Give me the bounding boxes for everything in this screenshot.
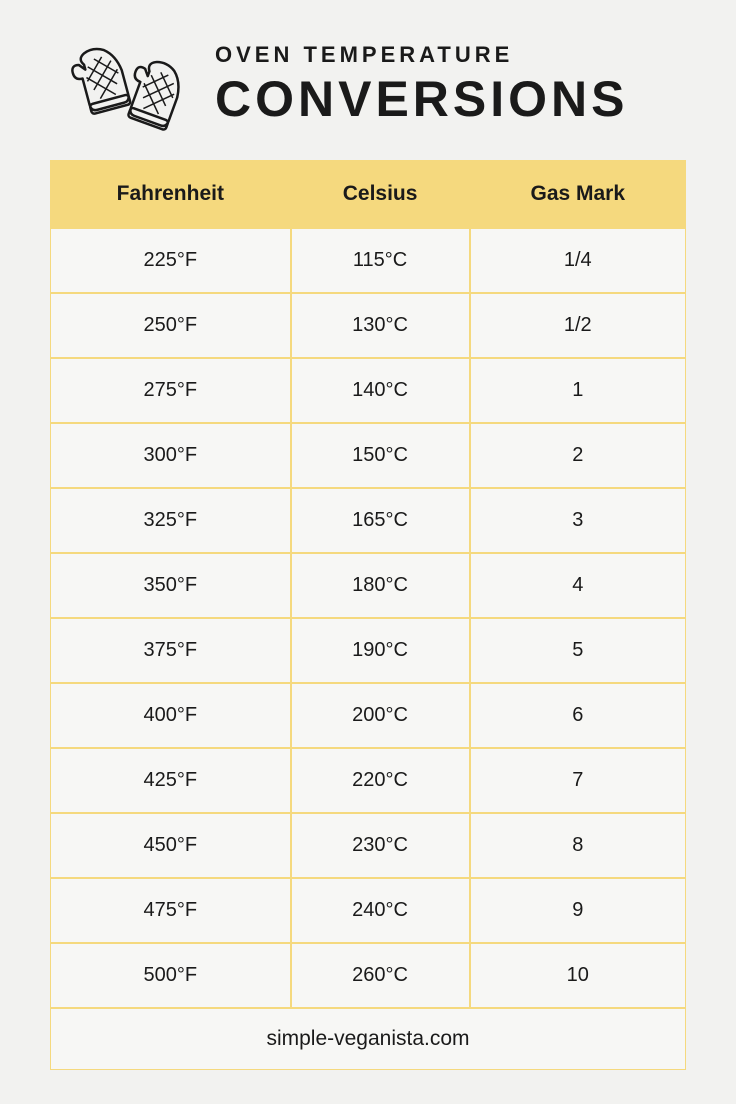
table-cell: 180°C	[291, 553, 470, 618]
table-cell: 7	[470, 748, 686, 813]
table-cell: 150°C	[291, 423, 470, 488]
oven-mitts-icon	[60, 35, 190, 135]
table-row: 450°F230°C8	[50, 813, 686, 878]
table-cell: 475°F	[50, 878, 291, 943]
table-row: 375°F190°C5	[50, 618, 686, 683]
table-cell: 3	[470, 488, 686, 553]
table-cell: 250°F	[50, 293, 291, 358]
table-cell: 275°F	[50, 358, 291, 423]
subtitle: OVEN TEMPERATURE	[215, 42, 686, 68]
header: OVEN TEMPERATURE CONVERSIONS	[0, 0, 736, 160]
table-cell: 450°F	[50, 813, 291, 878]
table-row: 500°F260°C10	[50, 943, 686, 1008]
table-cell: 1/4	[470, 228, 686, 293]
table-cell: 240°C	[291, 878, 470, 943]
table-cell: 425°F	[50, 748, 291, 813]
table-row: 300°F150°C2	[50, 423, 686, 488]
table-cell: 190°C	[291, 618, 470, 683]
table-cell: 350°F	[50, 553, 291, 618]
table-cell: 4	[470, 553, 686, 618]
col-header-celsius: Celsius	[291, 160, 470, 228]
table-row: 350°F180°C4	[50, 553, 686, 618]
table-cell: 115°C	[291, 228, 470, 293]
table-cell: 230°C	[291, 813, 470, 878]
table-cell: 6	[470, 683, 686, 748]
conversion-table: Fahrenheit Celsius Gas Mark 225°F115°C1/…	[50, 160, 686, 1070]
table-cell: 130°C	[291, 293, 470, 358]
table-cell: 9	[470, 878, 686, 943]
title-block: OVEN TEMPERATURE CONVERSIONS	[215, 42, 686, 128]
table-row: 400°F200°C6	[50, 683, 686, 748]
table-cell: 165°C	[291, 488, 470, 553]
table-cell: 260°C	[291, 943, 470, 1008]
table-cell: 1	[470, 358, 686, 423]
table-footer-row: simple-veganista.com	[50, 1008, 686, 1070]
table-row: 225°F115°C1/4	[50, 228, 686, 293]
table-cell: 140°C	[291, 358, 470, 423]
conversion-table-container: Fahrenheit Celsius Gas Mark 225°F115°C1/…	[50, 160, 686, 1070]
table-cell: 300°F	[50, 423, 291, 488]
table-cell: 10	[470, 943, 686, 1008]
table-cell: 200°C	[291, 683, 470, 748]
table-cell: 220°C	[291, 748, 470, 813]
footer-credit: simple-veganista.com	[50, 1008, 686, 1070]
col-header-fahrenheit: Fahrenheit	[50, 160, 291, 228]
table-row: 425°F220°C7	[50, 748, 686, 813]
col-header-gasmark: Gas Mark	[470, 160, 686, 228]
table-row: 250°F130°C1/2	[50, 293, 686, 358]
table-cell: 5	[470, 618, 686, 683]
table-cell: 2	[470, 423, 686, 488]
table-cell: 8	[470, 813, 686, 878]
table-row: 325°F165°C3	[50, 488, 686, 553]
table-cell: 225°F	[50, 228, 291, 293]
title: CONVERSIONS	[215, 70, 686, 128]
table-header-row: Fahrenheit Celsius Gas Mark	[50, 160, 686, 228]
table-cell: 1/2	[470, 293, 686, 358]
table-row: 475°F240°C9	[50, 878, 686, 943]
table-row: 275°F140°C1	[50, 358, 686, 423]
table-cell: 375°F	[50, 618, 291, 683]
table-cell: 500°F	[50, 943, 291, 1008]
table-cell: 325°F	[50, 488, 291, 553]
table-cell: 400°F	[50, 683, 291, 748]
